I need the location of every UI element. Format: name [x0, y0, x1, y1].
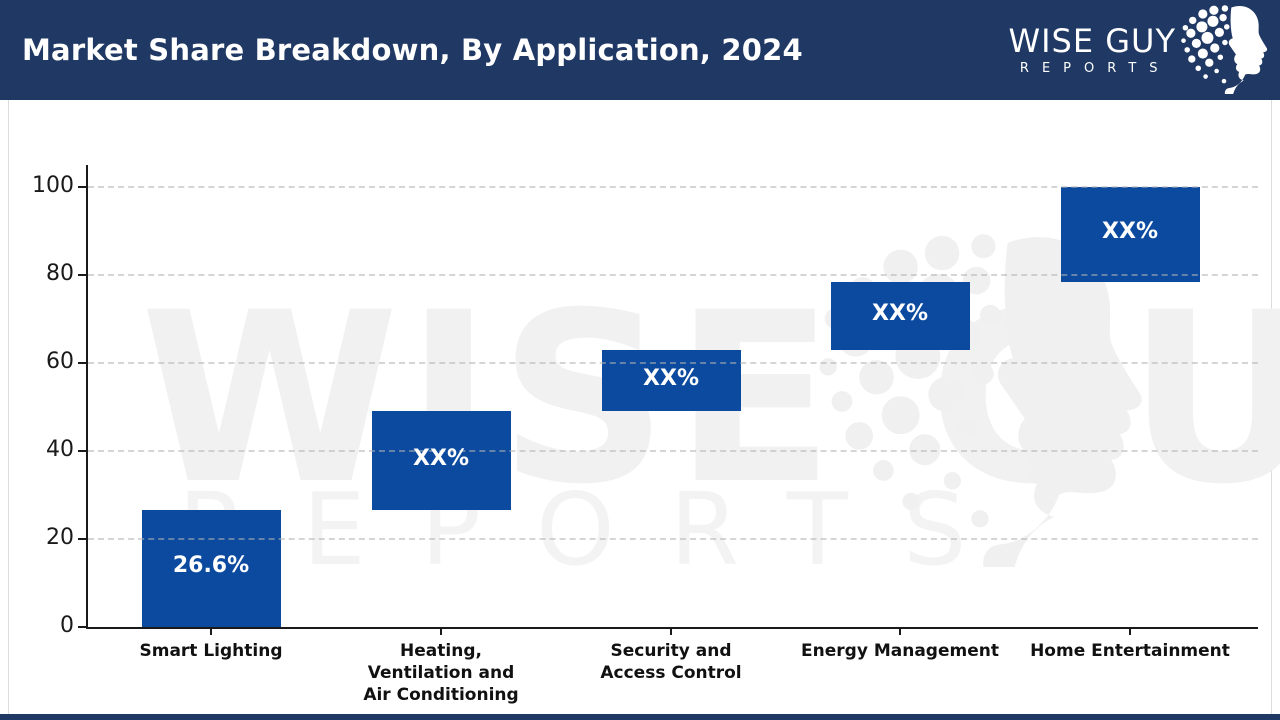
page-footer: [0, 714, 1280, 720]
y-tick-mark: [78, 362, 86, 364]
y-tick-mark: [78, 274, 86, 276]
bar-label: 26.6%: [172, 553, 250, 579]
brand-logo: WISE GUY REPORTS: [1008, 1, 1280, 99]
content-frame: [8, 100, 1272, 714]
gridline: [88, 274, 1258, 276]
y-tick-label: 100: [32, 173, 74, 198]
x-tick-mark: [440, 629, 442, 635]
gridline: [88, 362, 1258, 364]
y-tick-label: 40: [46, 437, 74, 462]
x-category-label: Heating, Ventilation and Air Conditionin…: [363, 641, 519, 705]
bar: [830, 281, 970, 350]
y-tick-label: 20: [46, 525, 74, 550]
y-tick-label: 60: [46, 349, 74, 374]
gridline: [88, 186, 1258, 188]
x-category-label: Security and Access Control: [600, 641, 742, 683]
x-tick-mark: [210, 629, 212, 635]
bar-label: XX%: [872, 300, 928, 326]
x-category-label: Smart Lighting: [139, 641, 283, 661]
logo-subtext: REPORTS: [1019, 61, 1171, 76]
bar: [141, 509, 281, 627]
bar-label: XX%: [643, 365, 699, 391]
y-tick-label: 0: [60, 613, 74, 638]
x-axis-line: [86, 627, 1258, 629]
y-tick-mark: [78, 450, 86, 452]
bar: [371, 411, 511, 510]
y-axis-line: [86, 165, 88, 629]
logo-wordmark-block: WISE GUY REPORTS: [1008, 24, 1176, 76]
y-tick-mark: [78, 538, 86, 540]
x-tick-mark: [1129, 629, 1131, 635]
logo-head-profile-icon: [1178, 1, 1270, 99]
x-tick-mark: [670, 629, 672, 635]
x-category-label: Energy Management: [801, 641, 999, 661]
bar-label: XX%: [413, 445, 469, 471]
page-title: Market Share Breakdown, By Application, …: [22, 33, 803, 67]
bar-label: XX%: [1102, 219, 1158, 245]
y-tick-mark: [78, 186, 86, 188]
bar: [601, 349, 741, 412]
logo-wordmark: WISE GUY: [1008, 22, 1176, 60]
y-tick-mark: [78, 626, 86, 628]
page-header: Market Share Breakdown, By Application, …: [0, 0, 1280, 100]
y-tick-label: 80: [46, 261, 74, 286]
watermark-subtext: REPORTS: [178, 471, 1022, 588]
x-tick-mark: [899, 629, 901, 635]
x-category-label: Home Entertainment: [1030, 641, 1230, 661]
gridline: [88, 538, 1258, 540]
gridline: [88, 450, 1258, 452]
bar: [1060, 187, 1200, 282]
